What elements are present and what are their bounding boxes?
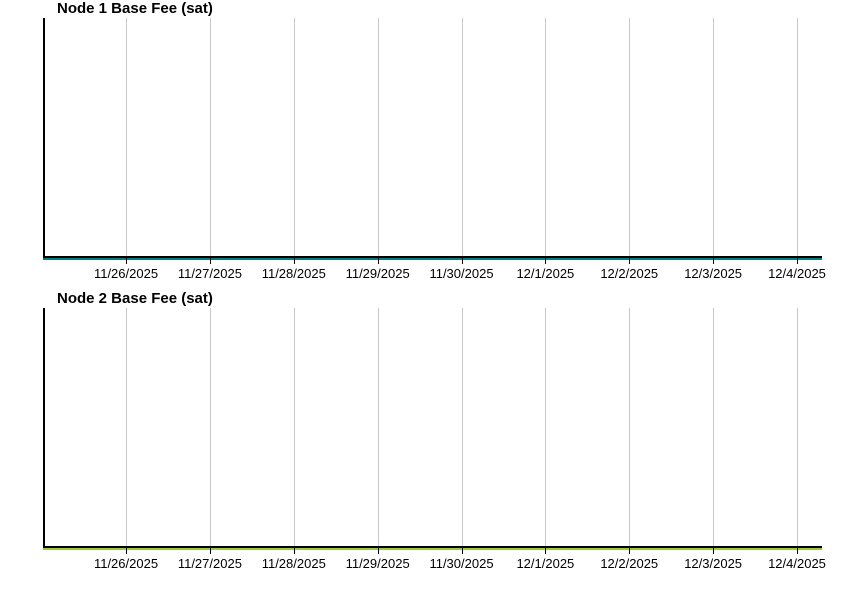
x-axis-tick-mark: [209, 258, 211, 264]
y-axis-line: [43, 18, 45, 258]
x-axis-tick-mark: [797, 548, 798, 554]
gridline: [377, 18, 379, 256]
gridline: [126, 308, 127, 546]
chart-node2-plot-area: [43, 308, 822, 554]
x-axis-label: 12/4/2025: [768, 266, 826, 281]
x-axis-label: 12/2/2025: [600, 556, 659, 571]
x-axis-tick-mark: [713, 258, 715, 264]
x-axis-tick-mark: [629, 548, 631, 554]
x-axis-tick-mark: [377, 548, 379, 554]
x-axis-tick-mark: [545, 548, 547, 554]
x-axis-label: 12/1/2025: [516, 266, 575, 281]
x-axis-label: 12/4/2025: [768, 556, 826, 571]
gridline: [629, 18, 631, 256]
x-axis-tick-mark: [629, 258, 631, 264]
gridline: [629, 308, 631, 546]
chart-node1-x-axis-labels: 11/26/2025 11/27/2025 11/28/2025 11/29/2025…: [43, 266, 826, 282]
x-axis-label: 11/28/2025: [261, 266, 326, 281]
x-axis-tick-mark: [797, 258, 798, 264]
x-axis-label: 11/27/2025: [177, 266, 242, 281]
gridline: [461, 18, 463, 256]
x-axis-label: 12/3/2025: [684, 556, 743, 571]
node1-series-line: [43, 258, 822, 260]
x-axis-tick-mark: [293, 258, 295, 264]
x-axis-tick-mark: [461, 258, 463, 264]
gridline: [209, 308, 211, 546]
x-axis-label: 12/1/2025: [516, 556, 575, 571]
x-axis-tick-mark: [209, 548, 211, 554]
x-axis-label: 11/30/2025: [429, 266, 494, 281]
chart-node1-title: Node 1 Base Fee (sat): [57, 0, 213, 17]
gridline: [461, 308, 463, 546]
x-axis-tick-mark: [293, 548, 295, 554]
x-axis-label: 11/26/2025: [93, 266, 159, 281]
gridline: [713, 18, 715, 256]
x-axis-tick-mark: [126, 548, 127, 554]
x-axis-line: [43, 256, 822, 258]
x-axis-label: 11/26/2025: [93, 556, 159, 571]
x-axis-line: [43, 546, 822, 548]
x-axis-tick-mark: [545, 258, 547, 264]
gridline: [377, 308, 379, 546]
gridline: [209, 18, 211, 256]
y-axis-line: [43, 308, 45, 548]
x-axis-label: 11/28/2025: [261, 556, 326, 571]
x-axis-label: 12/2/2025: [600, 266, 659, 281]
gridline: [797, 18, 798, 256]
gridline: [293, 308, 295, 546]
x-axis-tick-mark: [713, 548, 715, 554]
chart-node1: Node 1 Base Fee (sat) 11/26/2025 11/27/20…: [0, 0, 860, 290]
chart-node2-x-axis-labels: 11/26/2025 11/27/2025 11/28/2025 11/29/2025…: [43, 556, 826, 572]
x-axis-label: 11/30/2025: [429, 556, 494, 571]
gridline: [126, 18, 127, 256]
gridline: [545, 18, 547, 256]
x-axis-label: 11/29/2025: [345, 556, 410, 571]
x-axis-tick-mark: [461, 548, 463, 554]
gridline: [797, 308, 798, 546]
x-axis-tick-mark: [377, 258, 379, 264]
gridline: [293, 18, 295, 256]
gridline: [713, 308, 715, 546]
x-axis-label: 11/29/2025: [345, 266, 410, 281]
gridline: [545, 308, 547, 546]
chart-node2: Node 2 Base Fee (sat) 11/26/2025 11/27/20…: [0, 290, 860, 580]
x-axis-label: 12/3/2025: [684, 266, 743, 281]
chart-node2-title: Node 2 Base Fee (sat): [57, 290, 213, 307]
node2-series-line: [43, 548, 822, 550]
chart-node1-plot-area: [43, 18, 822, 264]
x-axis-label: 11/27/2025: [177, 556, 242, 571]
x-axis-tick-mark: [126, 258, 127, 264]
